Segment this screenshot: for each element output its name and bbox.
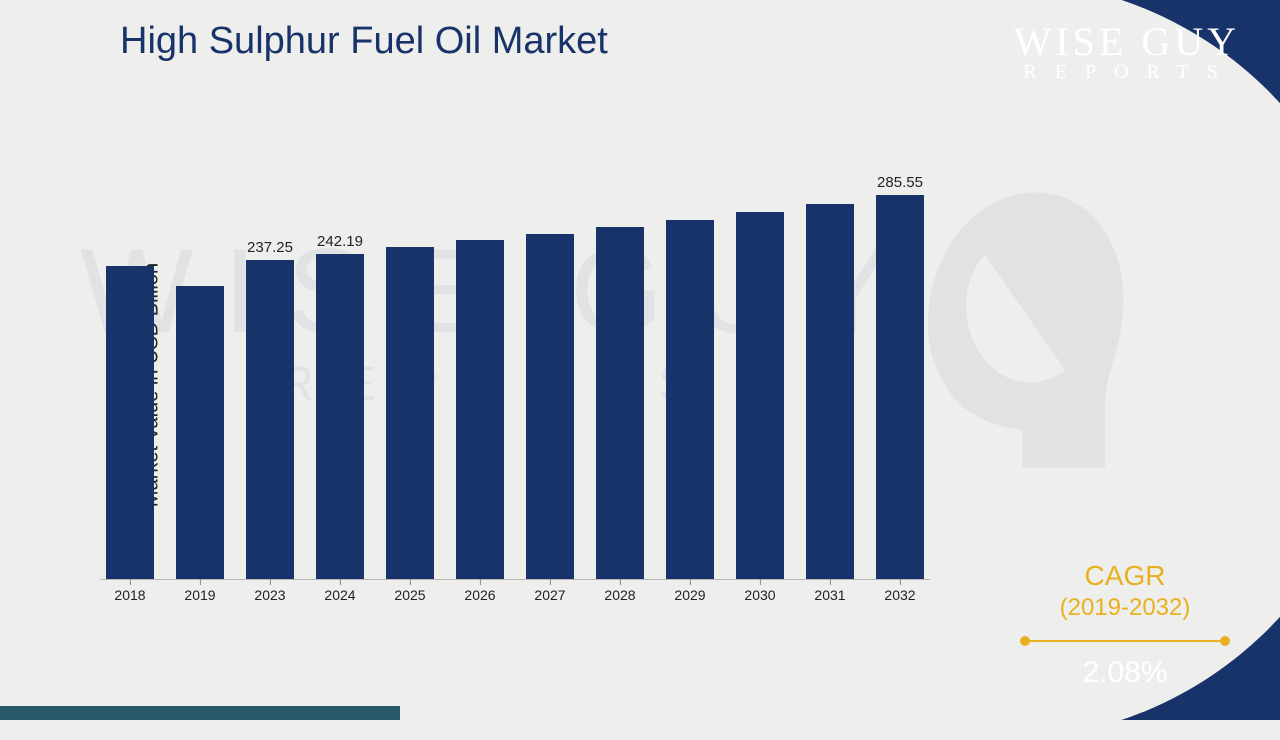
cagr-period: (2019-2032) [970,594,1280,622]
x-tick-label: 2027 [534,579,565,603]
bar-value-label: 242.19 [317,233,363,250]
x-tick-label: 2023 [254,579,285,603]
bar-slot: 2031 [806,149,854,579]
bar [386,247,434,579]
x-tick-label: 2029 [674,579,705,603]
x-tick-label: 2031 [814,579,845,603]
bar [876,195,924,579]
bar-value-label: 237.25 [247,239,293,256]
x-axis-line [100,579,930,580]
bar-slot: 285.552032 [876,149,924,579]
x-tick-label: 2019 [184,579,215,603]
bar-value-label: 285.55 [877,174,923,191]
bar [176,286,224,579]
bar-slot: 2025 [386,149,434,579]
bar-chart: Market Value in USD Billion 20182019237.… [40,150,940,620]
bar-slot: 2026 [456,149,504,579]
x-tick-label: 2024 [324,579,355,603]
x-tick-label: 2028 [604,579,635,603]
cagr-divider [1025,640,1225,642]
bar [106,266,154,579]
bar-slot: 237.252023 [246,149,294,579]
bar-slot: 2030 [736,149,784,579]
x-tick-label: 2026 [464,579,495,603]
bar-slot: 2029 [666,149,714,579]
x-tick-label: 2030 [744,579,775,603]
bar [806,204,854,579]
bar-slot: 2018 [106,149,154,579]
bar [526,234,574,579]
x-tick-label: 2025 [394,579,425,603]
bar-slot: 2028 [596,149,644,579]
brand-subname: REPORTS [1014,61,1240,84]
bars-container: 2018 2019 237.252023 242.192024 2025 2026 2027… [100,149,930,579]
bar [596,227,644,579]
bar [666,220,714,579]
chart-title: High Sulphur Fuel Oil Market [120,20,608,63]
brand-logo: WISE GUY REPORTS [1014,18,1240,84]
bar-slot: 2019 [176,149,224,579]
bar [316,254,364,579]
bar [246,260,294,579]
bar [736,212,784,579]
x-tick-label: 2032 [884,579,915,603]
bottom-accent-strip [0,706,400,720]
x-tick-label: 2018 [114,579,145,603]
cagr-block: CAGR (2019-2032) 2.08% [970,560,1280,690]
cagr-label: CAGR [970,560,1280,592]
cagr-value: 2.08% [970,656,1280,690]
bar-slot: 242.192024 [316,149,364,579]
bar [456,240,504,579]
plot-area: 2018 2019 237.252023 242.192024 2025 2026 2027… [100,150,930,580]
brand-name: WISE GUY [1014,18,1240,65]
bar-slot: 2027 [526,149,574,579]
